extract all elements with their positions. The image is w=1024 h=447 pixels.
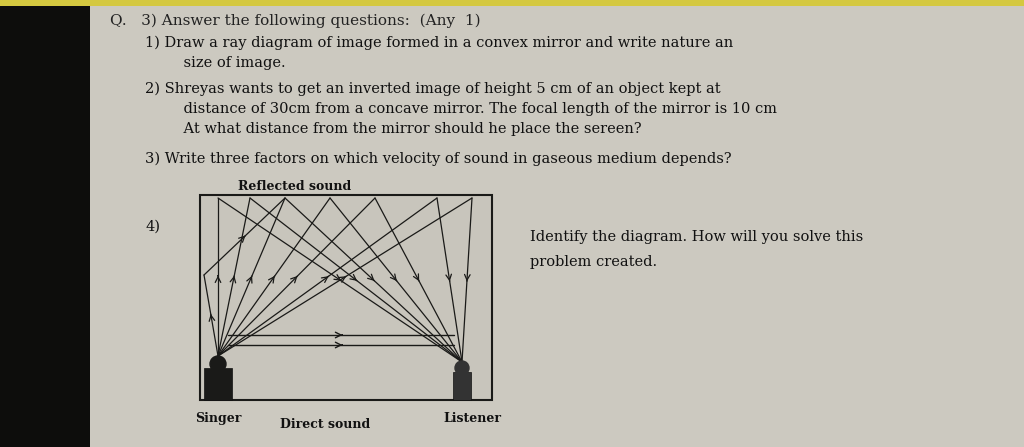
- Text: Q.   3) Answer the following questions:  (Any  1): Q. 3) Answer the following questions: (A…: [110, 14, 480, 29]
- Bar: [453, 372, 471, 400]
- Text: Reflected sound: Reflected sound: [239, 180, 351, 193]
- Text: 4): 4): [145, 220, 160, 234]
- Text: 1) Draw a ray diagram of image formed in a convex mirror and write nature an: 1) Draw a ray diagram of image formed in…: [145, 36, 733, 51]
- Text: 3) Write three factors on which velocity of sound in gaseous medium depends?: 3) Write three factors on which velocity…: [145, 152, 731, 166]
- Text: At what distance from the mirror should he place the sereen?: At what distance from the mirror should …: [165, 122, 642, 136]
- Text: distance of 30cm from a concave mirror. The focal length of the mirror is 10 cm: distance of 30cm from a concave mirror. …: [165, 102, 777, 116]
- Text: 2) Shreyas wants to get an inverted image of height 5 cm of an object kept at: 2) Shreyas wants to get an inverted imag…: [145, 82, 721, 97]
- Text: Identify the diagram. How will you solve this: Identify the diagram. How will you solve…: [530, 230, 863, 244]
- Bar: [0, 0, 1024, 6]
- Text: size of image.: size of image.: [165, 56, 286, 70]
- Circle shape: [210, 356, 226, 372]
- Bar: [0, 0, 90, 447]
- Bar: [200, 195, 492, 400]
- Text: Singer: Singer: [195, 412, 242, 425]
- Text: Listener: Listener: [443, 412, 501, 425]
- Text: Direct sound: Direct sound: [280, 418, 370, 431]
- Bar: [204, 368, 232, 400]
- Circle shape: [455, 361, 469, 375]
- Text: problem created.: problem created.: [530, 255, 657, 269]
